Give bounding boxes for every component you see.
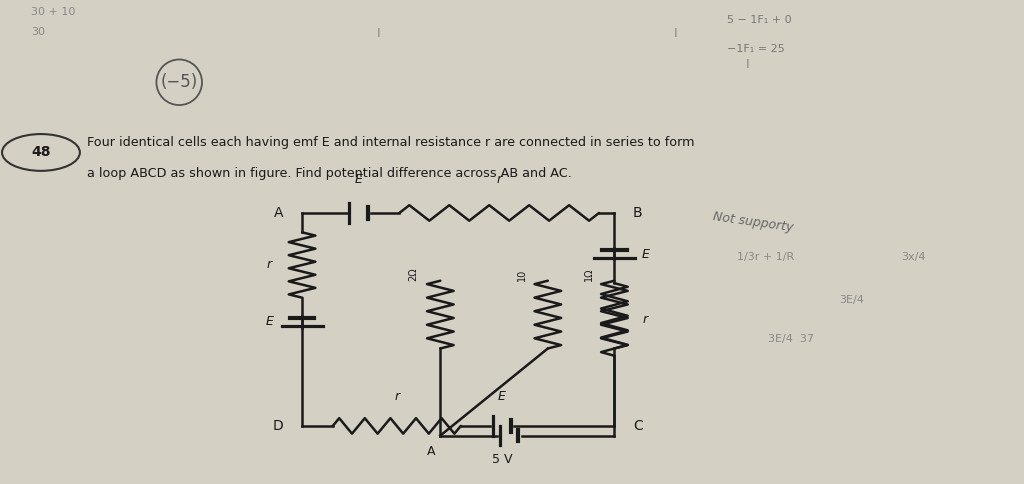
Text: E: E <box>498 390 506 403</box>
Text: 5 − 1F₁ + 0: 5 − 1F₁ + 0 <box>727 15 792 25</box>
Text: Not supporty: Not supporty <box>712 211 794 235</box>
Text: E: E <box>641 248 649 260</box>
Text: 3E/4: 3E/4 <box>840 295 864 305</box>
Circle shape <box>2 134 80 171</box>
Text: D: D <box>273 419 284 433</box>
Text: 1/3r + 1/R: 1/3r + 1/R <box>737 252 795 261</box>
Text: E: E <box>265 316 273 328</box>
Text: 1Ω: 1Ω <box>584 267 594 281</box>
Text: A: A <box>427 445 435 458</box>
Text: r: r <box>497 173 502 186</box>
Text: 30 + 10: 30 + 10 <box>31 7 75 17</box>
Text: 2Ω: 2Ω <box>408 267 418 281</box>
Text: −1F₁ = 25: −1F₁ = 25 <box>727 44 784 54</box>
Text: 48: 48 <box>31 146 51 159</box>
Text: r: r <box>394 390 399 403</box>
Text: 3E/4  37: 3E/4 37 <box>768 334 814 344</box>
Text: A: A <box>274 206 284 220</box>
Text: r: r <box>266 258 272 272</box>
Text: 30: 30 <box>31 27 45 37</box>
Text: E: E <box>354 173 362 186</box>
Text: C: C <box>633 419 643 433</box>
Text: 3x/4: 3x/4 <box>901 252 926 261</box>
Text: Four identical cells each having emf E and internal resistance r are connected i: Four identical cells each having emf E a… <box>87 136 694 149</box>
Text: a loop ABCD as shown in figure. Find potential difference across AB and AC.: a loop ABCD as shown in figure. Find pot… <box>87 167 572 180</box>
Text: I: I <box>377 27 381 40</box>
Text: I: I <box>745 58 750 71</box>
Text: r: r <box>642 313 648 326</box>
Text: 5 V: 5 V <box>492 453 512 466</box>
Text: 10: 10 <box>517 269 527 281</box>
Text: (−5): (−5) <box>161 73 198 91</box>
Text: B: B <box>633 206 642 220</box>
Text: I: I <box>674 27 678 40</box>
